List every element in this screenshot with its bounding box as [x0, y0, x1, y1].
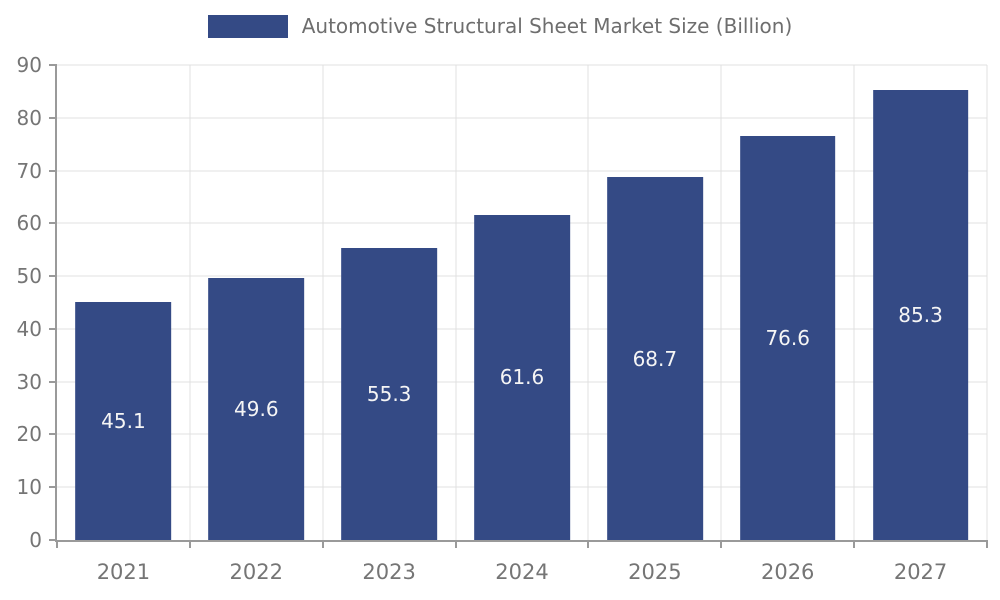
y-axis-label: 50: [16, 264, 42, 289]
vertical-gridline: [853, 65, 855, 540]
x-axis-tick: [56, 540, 58, 548]
x-axis-label: 2023: [362, 560, 416, 584]
horizontal-gridline: [57, 117, 987, 119]
x-axis-label: 2027: [893, 560, 948, 584]
legend-label: Automotive Structural Sheet Market Size …: [301, 14, 793, 38]
horizontal-gridline: [57, 170, 987, 172]
x-axis-tick: [321, 540, 324, 548]
y-axis-tick: [49, 486, 57, 489]
y-axis-label: 90: [16, 53, 42, 77]
y-axis-label: 80: [16, 105, 42, 130]
x-axis-label: 2022: [229, 560, 284, 584]
y-axis-label: 20: [16, 422, 42, 447]
y-axis-label: 30: [16, 369, 42, 394]
y-axis-tick: [49, 116, 57, 119]
bar[interactable]: 45.1: [75, 301, 172, 540]
y-axis-tick: [49, 64, 57, 66]
y-axis-label: 0: [29, 528, 42, 552]
y-axis-tick: [49, 275, 57, 278]
x-axis-tick: [454, 540, 457, 548]
y-axis-tick: [49, 433, 57, 436]
y-axis-label: 40: [16, 316, 42, 341]
x-axis-tick: [853, 540, 856, 548]
bar-value-label: 76.6: [765, 325, 810, 350]
bar-value-label: 55.3: [366, 382, 412, 407]
bar-value-label: 45.1: [101, 408, 146, 433]
vertical-gridline: [587, 65, 589, 540]
y-axis-label: 70: [16, 158, 42, 183]
y-axis-tick: [49, 222, 57, 225]
horizontal-gridline: [57, 64, 987, 66]
x-axis-tick: [986, 540, 988, 548]
vertical-gridline: [720, 65, 722, 540]
y-axis-label: 60: [16, 211, 42, 236]
bar[interactable]: 68.7: [607, 177, 703, 540]
x-axis-label: 2025: [628, 560, 682, 584]
legend-swatch: [207, 14, 288, 38]
x-axis-label: 2026: [760, 560, 815, 584]
y-axis-tick: [49, 539, 57, 541]
bar[interactable]: 49.6: [208, 278, 305, 540]
bar[interactable]: 55.3: [341, 248, 437, 540]
x-axis-tick: [188, 540, 191, 548]
bar-value-label: 49.6: [234, 397, 279, 422]
y-axis-tick: [49, 380, 57, 383]
vertical-gridline: [322, 65, 324, 540]
bar[interactable]: 61.6: [474, 214, 570, 540]
legend[interactable]: Automotive Structural Sheet Market Size …: [0, 14, 1000, 38]
y-axis-tick: [49, 169, 57, 172]
bar-value-label: 85.3: [898, 302, 943, 327]
x-axis-label: 2021: [96, 560, 151, 584]
x-axis-label: 2024: [495, 560, 549, 584]
bar[interactable]: 76.6: [739, 135, 836, 540]
bar-value-label: 61.6: [499, 365, 545, 390]
vertical-gridline: [455, 65, 457, 540]
bar-value-label: 68.7: [632, 346, 678, 371]
x-axis-tick: [720, 540, 723, 548]
y-axis-tick: [49, 327, 57, 330]
plot-area: 0 10 20 30 40 50 60 70 80 90 45.1 2021 49.6 2022 55.3 2…: [17, 55, 988, 584]
vertical-gridline: [189, 65, 191, 540]
x-axis-tick: [587, 540, 590, 548]
bar[interactable]: 85.3: [872, 89, 969, 540]
y-axis-label: 10: [16, 475, 42, 500]
vertical-gridline: [986, 65, 988, 540]
